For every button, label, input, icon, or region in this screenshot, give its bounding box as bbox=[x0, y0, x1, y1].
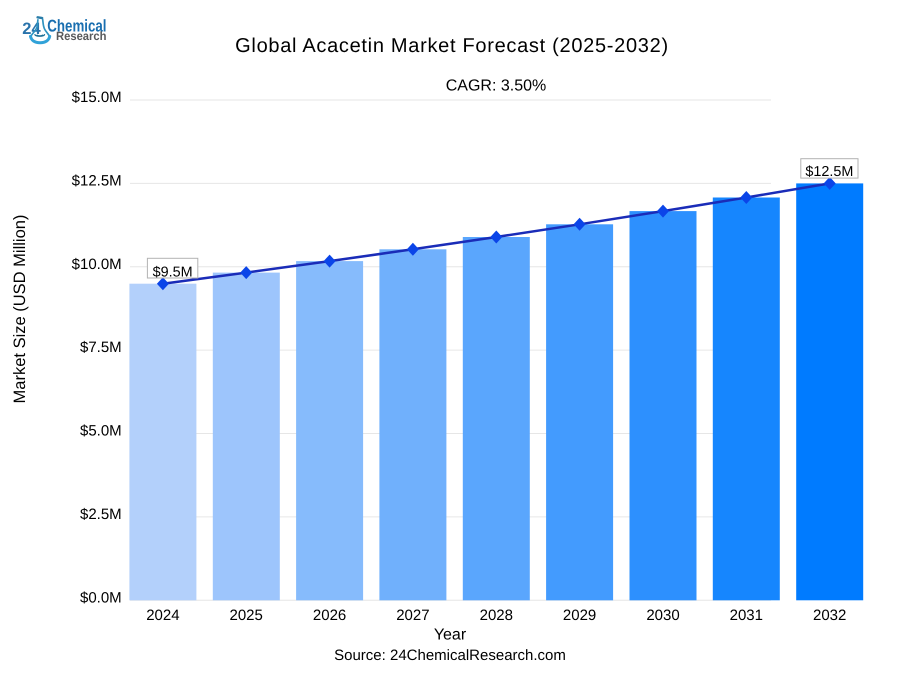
svg-text:2031: 2031 bbox=[730, 607, 763, 624]
svg-text:Global Acacetin Market Forecas: Global Acacetin Market Forecast (2025-20… bbox=[235, 35, 669, 57]
svg-text:2027: 2027 bbox=[396, 607, 429, 624]
svg-text:Source: 24ChemicalResearch.com: Source: 24ChemicalResearch.com bbox=[334, 647, 566, 664]
svg-text:2030: 2030 bbox=[646, 607, 679, 624]
svg-text:$0.0M: $0.0M bbox=[80, 589, 122, 606]
svg-text:Chemical: Chemical bbox=[47, 17, 106, 36]
svg-text:$5.0M: $5.0M bbox=[80, 423, 122, 440]
svg-text:2028: 2028 bbox=[480, 607, 513, 624]
svg-text:2032: 2032 bbox=[813, 607, 846, 624]
svg-text:2025: 2025 bbox=[230, 607, 263, 624]
svg-text:$2.5M: $2.5M bbox=[80, 506, 122, 523]
svg-text:Year: Year bbox=[434, 627, 467, 644]
svg-text:2029: 2029 bbox=[563, 607, 596, 624]
svg-text:2024: 2024 bbox=[146, 607, 179, 624]
svg-text:$12.5M: $12.5M bbox=[805, 164, 853, 180]
svg-text:CAGR: 3.50%: CAGR: 3.50% bbox=[446, 78, 546, 95]
svg-text:Market Size (USD Million): Market Size (USD Million) bbox=[11, 215, 29, 404]
svg-text:$15.0M: $15.0M bbox=[72, 89, 122, 106]
svg-text:$9.5M: $9.5M bbox=[153, 264, 193, 280]
svg-text:$10.0M: $10.0M bbox=[72, 256, 122, 273]
svg-text:$7.5M: $7.5M bbox=[80, 339, 122, 356]
svg-text:$12.5M: $12.5M bbox=[72, 172, 122, 189]
svg-text:2026: 2026 bbox=[313, 607, 346, 624]
svg-text:Research: Research bbox=[56, 29, 107, 43]
